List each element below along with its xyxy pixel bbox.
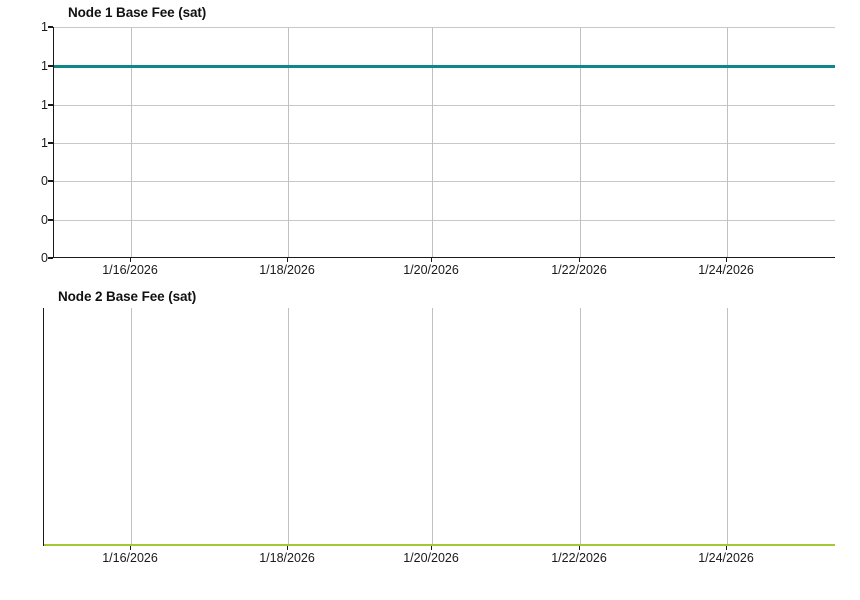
chart-1-ytick-label-5: 0 (41, 212, 48, 227)
chart-2-xtick-label-3: 1/22/2026 (551, 551, 607, 565)
chart-2-gridline-v-3 (580, 308, 581, 545)
chart-1-xtick-mark-4 (726, 258, 727, 262)
chart-1-ytick-mark-0 (48, 26, 53, 28)
chart-1-gridline-h-3 (54, 143, 835, 144)
chart-2-xtick-mark-3 (579, 546, 580, 550)
chart-1-gridline-v-2 (432, 27, 433, 257)
chart-2-gridline-v-0 (131, 308, 132, 545)
chart-1-xtick-label-1: 1/18/2026 (259, 263, 315, 277)
chart-1-ytick-mark-4 (48, 180, 53, 182)
chart-2-xtick-label-1: 1/18/2026 (259, 551, 315, 565)
chart-2-xtick-mark-2 (431, 546, 432, 550)
chart-1-ytick-label-4: 0 (41, 173, 48, 188)
chart-2-xtick-mark-4 (726, 546, 727, 550)
chart-1-gridline-v-4 (727, 27, 728, 257)
chart-1-xtick-label-2: 1/20/2026 (403, 263, 459, 277)
chart-1-ytick-label-1: 1 (41, 58, 48, 73)
chart-1-gridline-v-0 (131, 27, 132, 257)
chart-2-xtick-label-2: 1/20/2026 (403, 551, 459, 565)
chart-panel-node-1: Node 1 Base Fee (sat) 1 1 1 1 0 0 0 1/16… (0, 0, 860, 288)
chart-1-xtick-label-3: 1/22/2026 (551, 263, 607, 277)
chart-2-gridline-v-4 (727, 308, 728, 545)
chart-1-gridline-h-4 (54, 181, 835, 182)
chart-1-ytick-label-3: 1 (41, 135, 48, 150)
chart-2-title: Node 2 Base Fee (sat) (58, 289, 197, 304)
chart-1-ytick-mark-6 (48, 257, 53, 259)
chart-1-ytick-mark-1 (48, 65, 53, 67)
chart-1-plot-area (53, 27, 835, 258)
chart-1-gridline-v-3 (580, 27, 581, 257)
chart-2-xtick-label-0: 1/16/2026 (102, 551, 158, 565)
chart-1-gridline-h-0 (54, 27, 835, 28)
chart-1-ytick-mark-5 (48, 219, 53, 221)
chart-panel-node-2: Node 2 Base Fee (sat) 1/16/2026 1/18/202… (0, 288, 860, 600)
chart-1-xtick-label-4: 1/24/2026 (698, 263, 754, 277)
chart-2-plot-area (43, 308, 835, 546)
chart-2-xtick-label-4: 1/24/2026 (698, 551, 754, 565)
chart-2-gridline-v-1 (288, 308, 289, 545)
chart-1-xtick-mark-2 (431, 258, 432, 262)
chart-1-ytick-label-6: 0 (41, 250, 48, 265)
chart-2-xtick-mark-1 (287, 546, 288, 550)
chart-1-xtick-mark-3 (579, 258, 580, 262)
chart-2-series-line-node-2 (44, 544, 835, 546)
chart-2-xtick-mark-0 (130, 546, 131, 550)
chart-1-gridline-v-1 (288, 27, 289, 257)
chart-1-gridline-h-5 (54, 220, 835, 221)
chart-1-ytick-mark-2 (48, 104, 53, 106)
chart-1-ytick-label-0: 1 (41, 19, 48, 34)
chart-1-xtick-mark-0 (130, 258, 131, 262)
chart-1-ytick-label-2: 1 (41, 97, 48, 112)
chart-1-series-line-node-1 (54, 65, 835, 68)
chart-1-xtick-label-0: 1/16/2026 (102, 263, 158, 277)
chart-1-ytick-mark-3 (48, 142, 53, 144)
chart-1-gridline-h-2 (54, 105, 835, 106)
chart-1-title: Node 1 Base Fee (sat) (68, 5, 207, 20)
chart-2-gridline-v-2 (432, 308, 433, 545)
chart-1-xtick-mark-1 (287, 258, 288, 262)
